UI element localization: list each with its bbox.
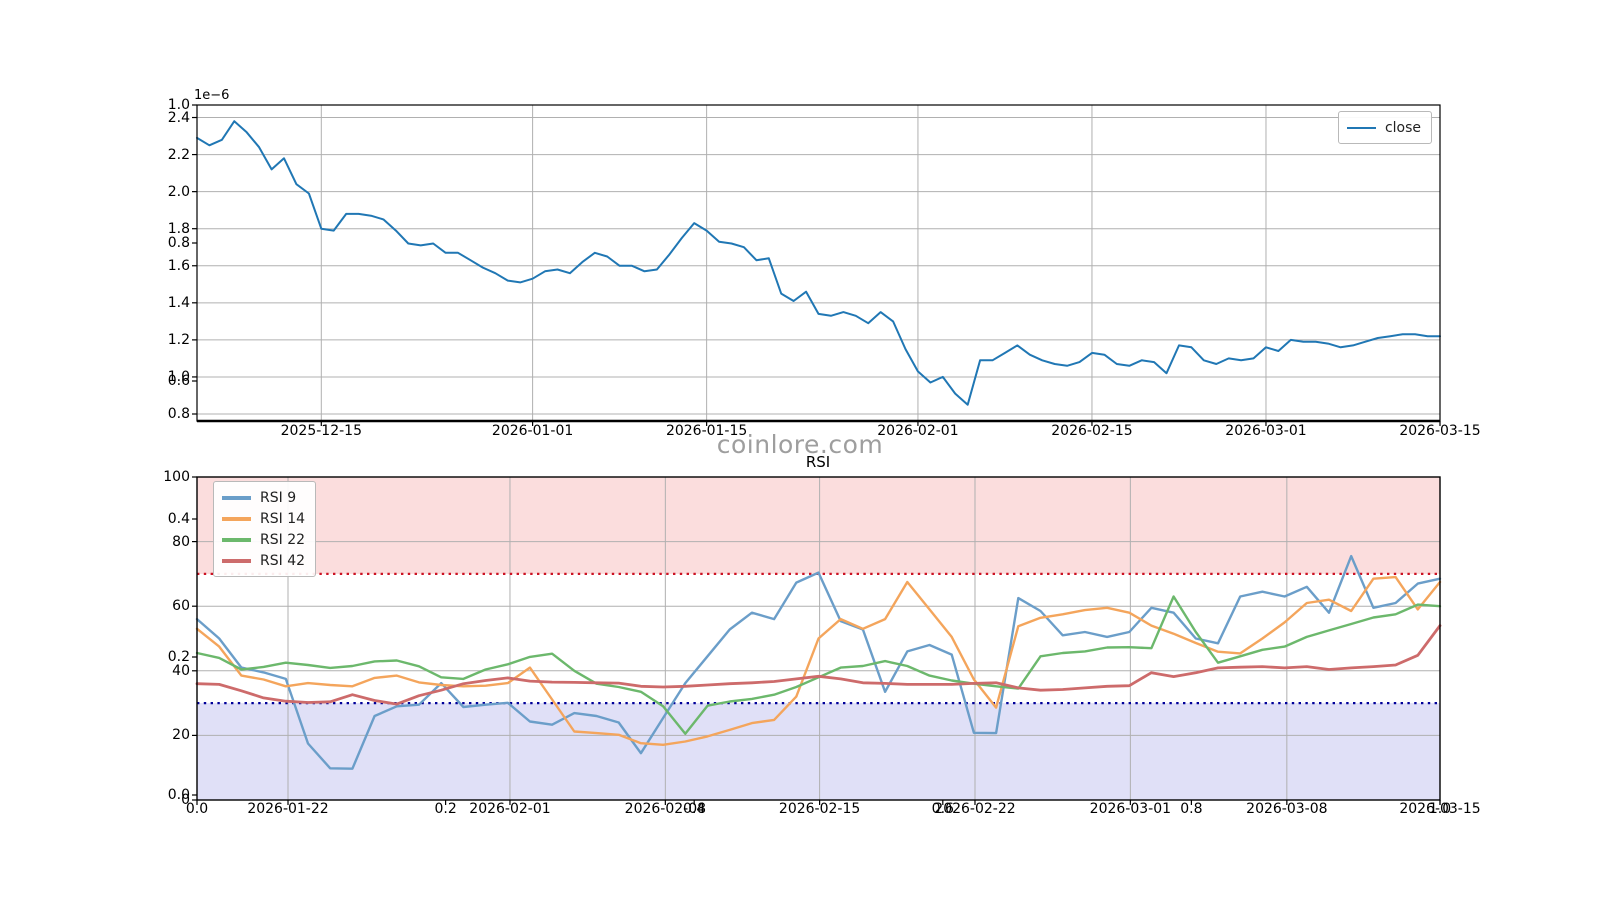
x-tick-label: 2026-03-15 <box>1399 423 1481 439</box>
y-tick-label: 1.8 <box>167 220 190 237</box>
y-tick-label: 1.6 <box>167 257 190 274</box>
x-tick-label: 2026-02-01 <box>877 423 959 439</box>
y-tick-label: 100 <box>163 469 190 485</box>
rsi14-line <box>195 575 1442 746</box>
overlay-y-tick-label: 0.2 <box>167 649 190 665</box>
y-tick-label: 40 <box>172 662 190 679</box>
legend-item: RSI 14 <box>222 508 305 529</box>
legend-close: close <box>1337 111 1432 144</box>
x-tick-label: 2026-01-22 <box>247 801 329 817</box>
y-axis-offset-label: 1e−6 <box>194 88 230 103</box>
x-tick-label: 2026-01-15 <box>665 423 748 439</box>
y-tick-label: 80 <box>172 533 190 550</box>
x-tick-label: 2026-02-15 <box>778 801 861 817</box>
y-tick-label: 1.0 <box>167 368 190 385</box>
overlay-y-tick-label: 0.8 <box>167 235 190 251</box>
rsi42-line <box>195 624 1442 706</box>
legend-item: RSI 42 <box>222 550 305 571</box>
y-tick-label: 20 <box>172 727 190 744</box>
y-tick-label: 2.0 <box>167 183 190 200</box>
x-tick-label: 2026-02-15 <box>1051 423 1133 439</box>
y-tick-label: 1.4 <box>167 294 190 311</box>
close-line-swatch-icon <box>1346 126 1376 129</box>
rsi-line-swatch-icon <box>222 558 251 563</box>
x-tick-label: 2026-01-01 <box>491 423 574 439</box>
rsi-line-swatch-icon <box>222 516 251 521</box>
x-tick-label: 2026-03-15 <box>1399 801 1481 817</box>
legend-item: close <box>1346 117 1421 138</box>
overlay-y-tick-label: 0.4 <box>167 511 190 527</box>
overlay-y-tick-label: 1.0 <box>167 97 190 113</box>
overlay-y-tick-label: 0.6 <box>167 373 190 389</box>
legend-rsi: RSI 9 RSI 14 RSI 22 RSI 42 <box>213 481 317 577</box>
legend-label: RSI 42 <box>260 552 306 569</box>
x-tick-label: 2026-02-01 <box>469 801 551 817</box>
y-tick-label: 0.8 <box>167 406 190 422</box>
overbought-band <box>197 477 1440 574</box>
x-tick-label: 2026-03-08 <box>1246 801 1328 817</box>
overlay-x-tick-label: 0.4 <box>683 801 706 817</box>
legend-label: RSI 9 <box>260 489 297 506</box>
rsi-panel-title: RSI <box>805 453 831 471</box>
overlay-x-tick-label: 0.0 <box>185 801 209 817</box>
rsi-line-swatch-icon <box>222 495 251 500</box>
x-tick-label: 2026-03-01 <box>1225 423 1307 439</box>
y-tick-label: 1.2 <box>167 331 190 348</box>
oversold-band <box>197 703 1440 800</box>
legend-label: RSI 22 <box>260 531 306 548</box>
overlay-x-tick-label: 0.2 <box>434 801 457 817</box>
overlay-x-tick-label: 0.6 <box>931 801 954 817</box>
price-panel-border <box>196 104 1441 422</box>
y-tick-label: 2.2 <box>167 146 190 163</box>
rsi-panel-border <box>196 476 1441 801</box>
legend-label: close <box>1384 119 1421 136</box>
y-tick-label: 2.4 <box>167 109 190 126</box>
watermark: coinlore.com <box>716 430 884 459</box>
y-tick-label: 60 <box>172 598 190 615</box>
x-tick-label: 2026-03-01 <box>1089 801 1172 817</box>
overlay-x-tick-label: 0.8 <box>1180 801 1203 817</box>
legend-item: RSI 9 <box>222 487 305 508</box>
x-tick-label: 2026-02-22 <box>934 801 1016 817</box>
x-tick-label: 2026-02-08 <box>624 801 707 817</box>
x-tick-label: 2025-12-15 <box>280 423 362 439</box>
rsi9-line <box>195 554 1442 770</box>
y-tick-label: 0 <box>181 792 190 808</box>
overlay-y-tick-label: 0.0 <box>167 787 190 803</box>
overlay-x-tick-label: 1.0 <box>1428 801 1452 817</box>
close-line <box>196 120 1441 406</box>
legend-item: RSI 22 <box>222 529 305 550</box>
legend-label: RSI 14 <box>260 510 306 527</box>
rsi-line-swatch-icon <box>222 537 251 542</box>
